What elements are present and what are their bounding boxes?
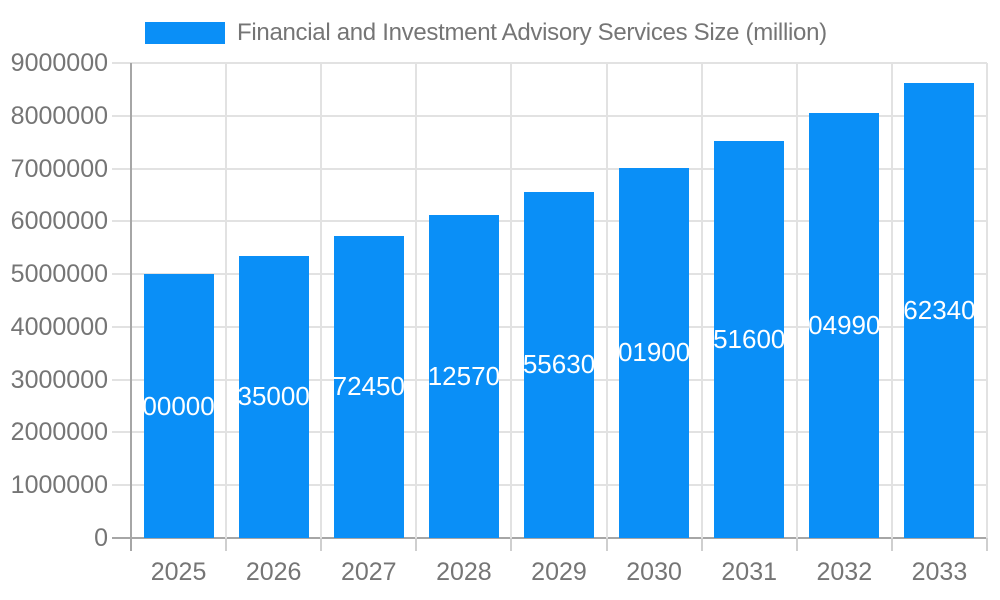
x-axis-label: 2026 [245,558,302,586]
y-gridline [112,62,987,64]
bar-value-label: 7516000 [714,324,785,355]
y-axis-label: 5000000 [10,260,108,289]
legend-label: Financial and Investment Advisory Servic… [237,19,827,46]
x-axis-tick [700,538,703,551]
bar-value-label: 6556300 [524,349,594,380]
x-axis-label: 2027 [340,558,397,586]
bar[interactable]: 7019000 [619,167,690,538]
bar[interactable]: 6125700 [428,214,499,538]
bar-value-label: 5350000 [238,381,309,412]
x-axis-tick [320,538,323,551]
chart-legend: Financial and Investment Advisory Servic… [145,18,827,48]
x-gridline [225,63,228,538]
x-gridline [320,63,323,538]
x-axis-label: 2025 [150,558,207,586]
y-axis-label: 2000000 [10,418,108,447]
x-axis-label: 2029 [531,558,587,586]
bar[interactable]: 5000000 [143,274,214,538]
y-axis-label: 3000000 [10,365,108,394]
bar-value-label: 5724500 [333,371,404,402]
bar[interactable]: 8049900 [809,113,880,538]
bar-value-label: 5000000 [143,390,214,421]
bar-value-label: 8049900 [809,310,880,341]
y-axis-line [130,63,132,551]
bar[interactable]: 6556300 [524,191,594,538]
x-axis-label: 2028 [436,558,492,586]
y-axis-label: 6000000 [10,207,108,236]
x-gridline [605,63,608,538]
bar[interactable]: 7516000 [714,141,785,538]
y-axis-label: 8000000 [10,101,108,130]
bar-value-label: 7019000 [619,337,690,368]
x-axis-tick [986,538,988,551]
y-gridline [112,114,987,117]
x-gridline [510,63,513,538]
x-axis-label: 2030 [626,558,682,586]
x-axis-label: 2031 [721,558,778,586]
x-axis-label: 2032 [816,558,873,586]
bar[interactable]: 5724500 [333,235,404,538]
x-axis-tick [605,538,608,551]
x-gridline [700,63,703,538]
x-axis-tick [510,538,513,551]
y-gridline [112,167,987,170]
legend-swatch [145,22,225,44]
y-axis-label: 0 [94,524,108,552]
bar[interactable]: 8623400 [904,82,975,538]
bar-value-label: 8623400 [904,294,975,325]
bar[interactable]: 5350000 [238,255,309,538]
x-axis-tick [890,538,893,551]
x-gridline [890,63,893,538]
y-axis-label: 4000000 [10,312,108,341]
x-gridline [795,63,798,538]
x-axis-label: 2033 [911,558,968,586]
bar-value-label: 6125700 [428,360,499,391]
x-gridline [986,63,988,538]
x-axis-tick [795,538,798,551]
y-axis-label: 7000000 [10,154,108,183]
y-axis-label: 1000000 [10,471,108,500]
x-axis-tick [415,538,418,551]
x-axis-tick [225,538,228,551]
x-axis-baseline [112,537,987,539]
x-gridline [415,63,418,538]
y-axis-label: 9000000 [10,49,108,77]
